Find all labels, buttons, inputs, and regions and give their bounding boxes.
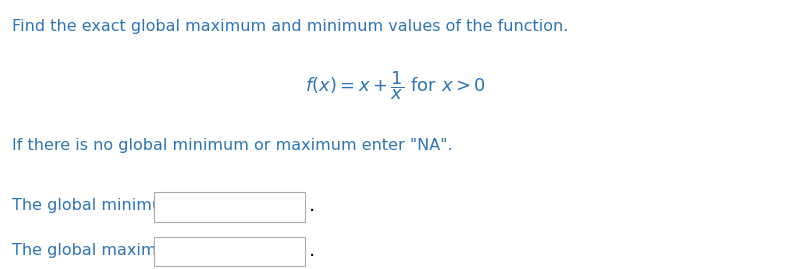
Text: $f(x) = x + \dfrac{1}{x}\ \mathrm{for}\ x > 0$: $f(x) = x + \dfrac{1}{x}\ \mathrm{for}\ … bbox=[305, 70, 486, 102]
Text: .: . bbox=[308, 241, 315, 260]
FancyBboxPatch shape bbox=[154, 192, 305, 222]
Text: The global maximum is: The global maximum is bbox=[12, 243, 200, 258]
Text: The global minimum is: The global minimum is bbox=[12, 198, 195, 213]
FancyBboxPatch shape bbox=[154, 237, 305, 266]
Text: If there is no global minimum or maximum enter "NA".: If there is no global minimum or maximum… bbox=[12, 138, 452, 153]
Text: .: . bbox=[308, 196, 315, 215]
Text: Find the exact global maximum and minimum values of the function.: Find the exact global maximum and minimu… bbox=[12, 19, 568, 34]
